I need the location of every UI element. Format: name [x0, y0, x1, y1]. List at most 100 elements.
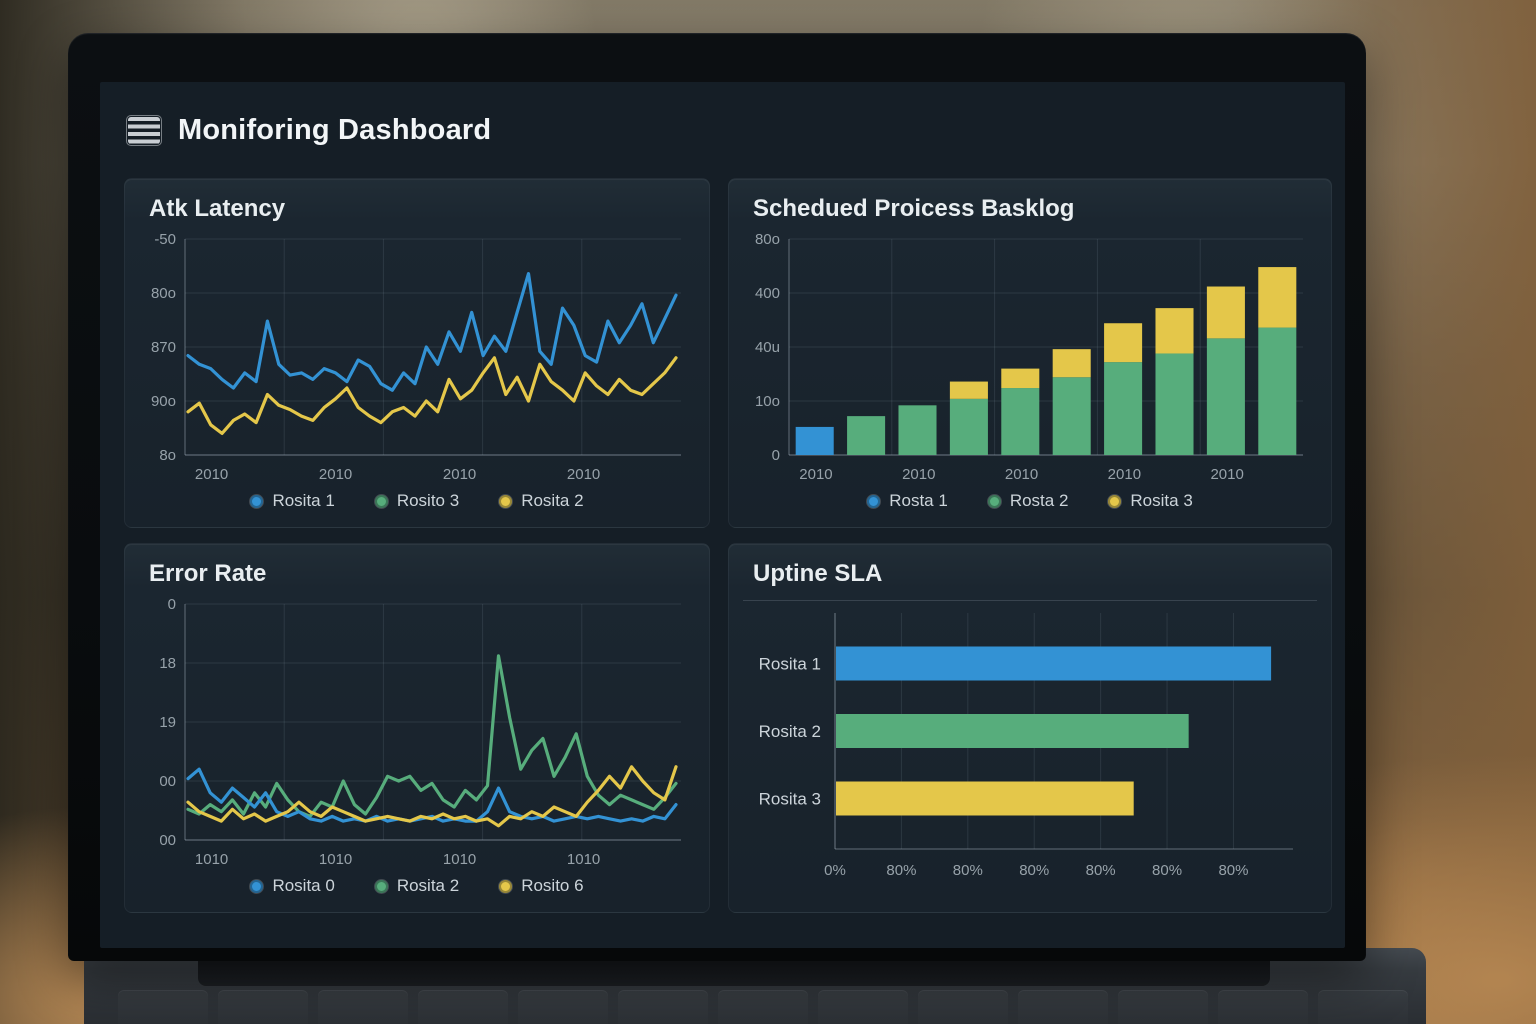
- legend-label: Rosita 1: [272, 491, 335, 510]
- svg-text:80%: 80%: [953, 862, 983, 879]
- atk-latency-title: Atk Latency: [149, 195, 286, 222]
- keyboard-key: [218, 990, 308, 1024]
- svg-text:Rosita 2: Rosita 2: [759, 722, 821, 741]
- svg-text:8o: 8o: [159, 447, 176, 464]
- keyboard-key: [118, 990, 208, 1024]
- legend-label: Rosito 6: [521, 876, 584, 895]
- svg-text:2010: 2010: [1210, 466, 1243, 483]
- svg-text:0%: 0%: [824, 862, 846, 879]
- error-rate-legend: Rosita 0 Rosita 2 Rosito 6: [125, 876, 709, 896]
- svg-text:Rosita 1: Rosita 1: [759, 655, 821, 674]
- svg-text:0: 0: [168, 596, 176, 613]
- dashboard-screen: Moniforing Dashboard Atk Latency -50 80o 8…: [100, 82, 1345, 948]
- svg-text:00: 00: [159, 773, 176, 790]
- process-backlog-bar-chart: 80o 400 40u 10o 0 2010 2010 2010 2010 2010: [739, 229, 1315, 487]
- legend-item[interactable]: Rosita 2: [374, 876, 460, 896]
- legend-dot-icon: [987, 494, 1001, 508]
- svg-text:870: 870: [151, 339, 176, 356]
- svg-text:90o: 90o: [151, 393, 176, 410]
- svg-text:0: 0: [772, 447, 780, 464]
- svg-text:00: 00: [159, 832, 176, 849]
- svg-text:19: 19: [159, 714, 176, 731]
- keyboard-key: [1318, 990, 1408, 1024]
- legend-dot-icon: [499, 494, 513, 508]
- svg-text:1010: 1010: [195, 851, 228, 868]
- title-divider: [743, 600, 1317, 601]
- svg-text:-50: -50: [154, 231, 176, 248]
- svg-text:1010: 1010: [319, 851, 352, 868]
- legend-label: Rosita 3: [1130, 491, 1193, 510]
- svg-text:2010: 2010: [1005, 466, 1038, 483]
- svg-text:10o: 10o: [755, 393, 780, 410]
- keyboard-key: [1218, 990, 1308, 1024]
- legend-label: Rosita 0: [272, 876, 335, 895]
- laptop-keyboard: [118, 990, 1408, 1024]
- atk-latency-legend: Rosita 1 Rosito 3 Rosita 2: [125, 491, 709, 511]
- keyboard-key: [918, 990, 1008, 1024]
- legend-item[interactable]: Rosita 2: [499, 491, 584, 511]
- legend-label: Rosta 1: [889, 491, 948, 510]
- keyboard-key: [718, 990, 808, 1024]
- legend-label: Rosta 2: [1009, 491, 1069, 510]
- keyboard-key: [418, 990, 508, 1024]
- legend-item[interactable]: Rosta 1: [867, 491, 948, 511]
- process-backlog-legend: Rosta 1 Rosta 2 Rosita 3: [729, 491, 1331, 511]
- legend-label: Rosita 2: [521, 491, 584, 510]
- svg-text:80%: 80%: [1218, 862, 1248, 879]
- svg-text:400: 400: [755, 285, 780, 302]
- legend-label: Rosito 3: [396, 491, 460, 510]
- svg-text:80o: 80o: [755, 231, 780, 248]
- svg-text:80%: 80%: [1086, 862, 1116, 879]
- legend-dot-icon: [250, 494, 264, 508]
- atk-latency-line-chart: -50 80o 870 90o 8o 2010 2010 2010 2010: [135, 229, 693, 487]
- svg-text:18: 18: [159, 655, 176, 672]
- keyboard-key: [318, 990, 408, 1024]
- svg-text:2010: 2010: [319, 466, 352, 483]
- panel-grid: Atk Latency -50 80o 870 90o 8o 2010 2010 2010 20…: [100, 178, 1345, 913]
- panel-uptime-sla: Uptine SLA 0% 80% 80% 80% 80% 80% 80% Rosita 1 R…: [728, 543, 1332, 913]
- error-rate-line-chart: 0 18 19 00 00 1010 1010 1010 1010: [135, 594, 693, 872]
- svg-text:Rosita 3: Rosita 3: [759, 790, 821, 809]
- legend-dot-icon: [499, 879, 513, 893]
- keyboard-key: [518, 990, 608, 1024]
- legend-dot-icon: [250, 879, 264, 893]
- legend-dot-icon: [867, 494, 881, 508]
- svg-text:2010: 2010: [1108, 466, 1141, 483]
- keyboard-key: [618, 990, 708, 1024]
- legend-dot-icon: [1108, 494, 1122, 508]
- legend-item[interactable]: Rosita 0: [250, 876, 335, 896]
- list-menu-icon[interactable]: [126, 114, 162, 146]
- dashboard-header: Moniforing Dashboard: [100, 82, 1345, 178]
- svg-text:2010: 2010: [567, 466, 600, 483]
- keyboard-key: [1118, 990, 1208, 1024]
- uptime-sla-hbar-chart: 0% 80% 80% 80% 80% 80% 80% Rosita 1 Rosita 2 Rosi…: [739, 605, 1315, 901]
- svg-text:2010: 2010: [195, 466, 228, 483]
- panel-error-rate: Error Rate 0 18 19 00 00 1010 1010 1010 1010 Ros…: [124, 543, 710, 913]
- panel-atk-latency: Atk Latency -50 80o 870 90o 8o 2010 2010 2010 20…: [124, 178, 710, 528]
- page-title: Moniforing Dashboard: [178, 113, 492, 146]
- process-backlog-title: Schedued Proicess Basklog: [753, 195, 1075, 222]
- svg-text:1010: 1010: [443, 851, 476, 868]
- error-rate-title: Error Rate: [149, 560, 267, 587]
- svg-text:1010: 1010: [567, 851, 600, 868]
- svg-text:2010: 2010: [902, 466, 935, 483]
- svg-text:2010: 2010: [443, 466, 476, 483]
- legend-dot-icon: [374, 879, 388, 893]
- keyboard-key: [1018, 990, 1108, 1024]
- legend-dot-icon: [374, 494, 388, 508]
- svg-text:80%: 80%: [886, 862, 916, 879]
- svg-text:40u: 40u: [755, 339, 780, 356]
- legend-item[interactable]: Rosito 3: [374, 491, 460, 511]
- svg-text:80o: 80o: [151, 285, 176, 302]
- uptime-sla-title: Uptine SLA: [753, 560, 883, 587]
- svg-text:80%: 80%: [1152, 862, 1182, 879]
- legend-item[interactable]: Rosita 3: [1108, 491, 1193, 511]
- keyboard-key: [818, 990, 908, 1024]
- legend-item[interactable]: Rosta 2: [987, 491, 1069, 511]
- svg-text:2010: 2010: [799, 466, 832, 483]
- panel-process-backlog: Schedued Proicess Basklog 80o 400 40u 10o 0 2…: [728, 178, 1332, 528]
- legend-item[interactable]: Rosito 6: [499, 876, 584, 896]
- legend-label: Rosita 2: [396, 876, 460, 895]
- legend-item[interactable]: Rosita 1: [250, 491, 335, 511]
